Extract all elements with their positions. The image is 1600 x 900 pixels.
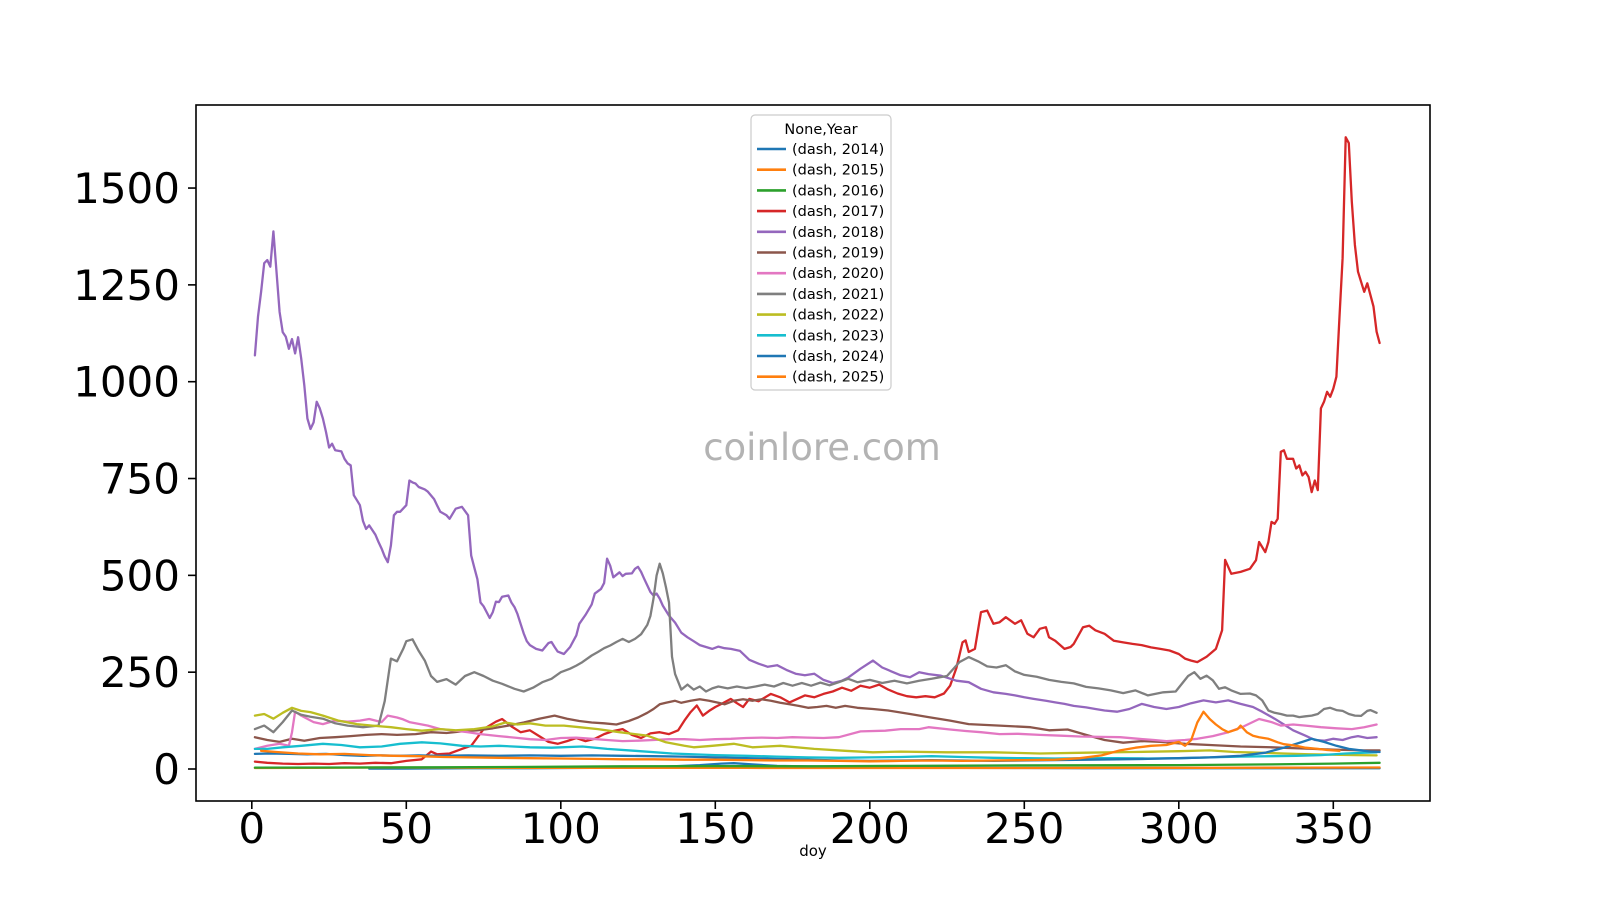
legend-item-label-2014: (dash, 2014) xyxy=(792,142,884,158)
y-tick-label: 1500 xyxy=(73,164,180,213)
y-tick-label: 500 xyxy=(100,551,180,600)
x-tick-label: 100 xyxy=(521,804,601,853)
y-tick-label: 0 xyxy=(153,745,180,794)
legend-item-label-2023: (dash, 2023) xyxy=(792,328,884,344)
y-tick-label: 1250 xyxy=(73,261,180,310)
plot-border xyxy=(195,104,1431,802)
legend-item-label-2020: (dash, 2020) xyxy=(792,266,884,282)
legend-item-label-2024: (dash, 2024) xyxy=(792,349,884,365)
series-line-2021 xyxy=(253,562,1378,734)
legend-title: None,Year xyxy=(784,122,857,138)
data-series xyxy=(253,136,1381,770)
x-tick-label: 50 xyxy=(380,804,433,853)
x-tick-label: 200 xyxy=(830,804,910,853)
watermark-text: coinlore.com xyxy=(703,426,941,469)
x-tick-label: 150 xyxy=(675,804,755,853)
y-tick-label: 250 xyxy=(100,648,180,697)
x-tick-label: 300 xyxy=(1139,804,1219,853)
legend: None,Year (dash, 2014)(dash, 2015)(dash,… xyxy=(750,114,892,391)
legend-item-label-2016: (dash, 2016) xyxy=(792,183,884,199)
x-axis-label: doy xyxy=(799,842,827,860)
series-line-2017 xyxy=(253,136,1381,766)
series-line-2025 xyxy=(259,710,1341,763)
legend-item-label-2015: (dash, 2015) xyxy=(792,163,884,179)
legend-item-label-2022: (dash, 2022) xyxy=(792,308,884,324)
series-line-2019 xyxy=(253,698,1381,752)
legend-box xyxy=(750,114,892,391)
series-line-2020 xyxy=(253,710,1378,751)
series-line-2018 xyxy=(253,230,1378,742)
legend-items: (dash, 2014) (dash, 2015) (dash, 2016) (das… xyxy=(757,142,884,386)
x-tick-label: 0 xyxy=(238,804,265,853)
x-tick-label: 350 xyxy=(1293,804,1373,853)
legend-item-label-2017: (dash, 2017) xyxy=(792,204,884,220)
series-line-2016 xyxy=(253,761,1381,769)
legend-item-label-2019: (dash, 2019) xyxy=(792,246,884,262)
legend-item-label-2018: (dash, 2018) xyxy=(792,225,884,241)
y-tick-label: 1000 xyxy=(73,358,180,407)
y-tick-label: 750 xyxy=(100,455,180,504)
axis-ticks: 0 50 100 150 200 250 300 350 0 250 500 750 1000 1250 1… xyxy=(73,164,1373,853)
x-tick-label: 250 xyxy=(984,804,1064,853)
legend-item-label-2025: (dash, 2025) xyxy=(792,370,884,386)
series-line-2022 xyxy=(253,706,1378,757)
legend-item-label-2021: (dash, 2021) xyxy=(792,287,884,303)
